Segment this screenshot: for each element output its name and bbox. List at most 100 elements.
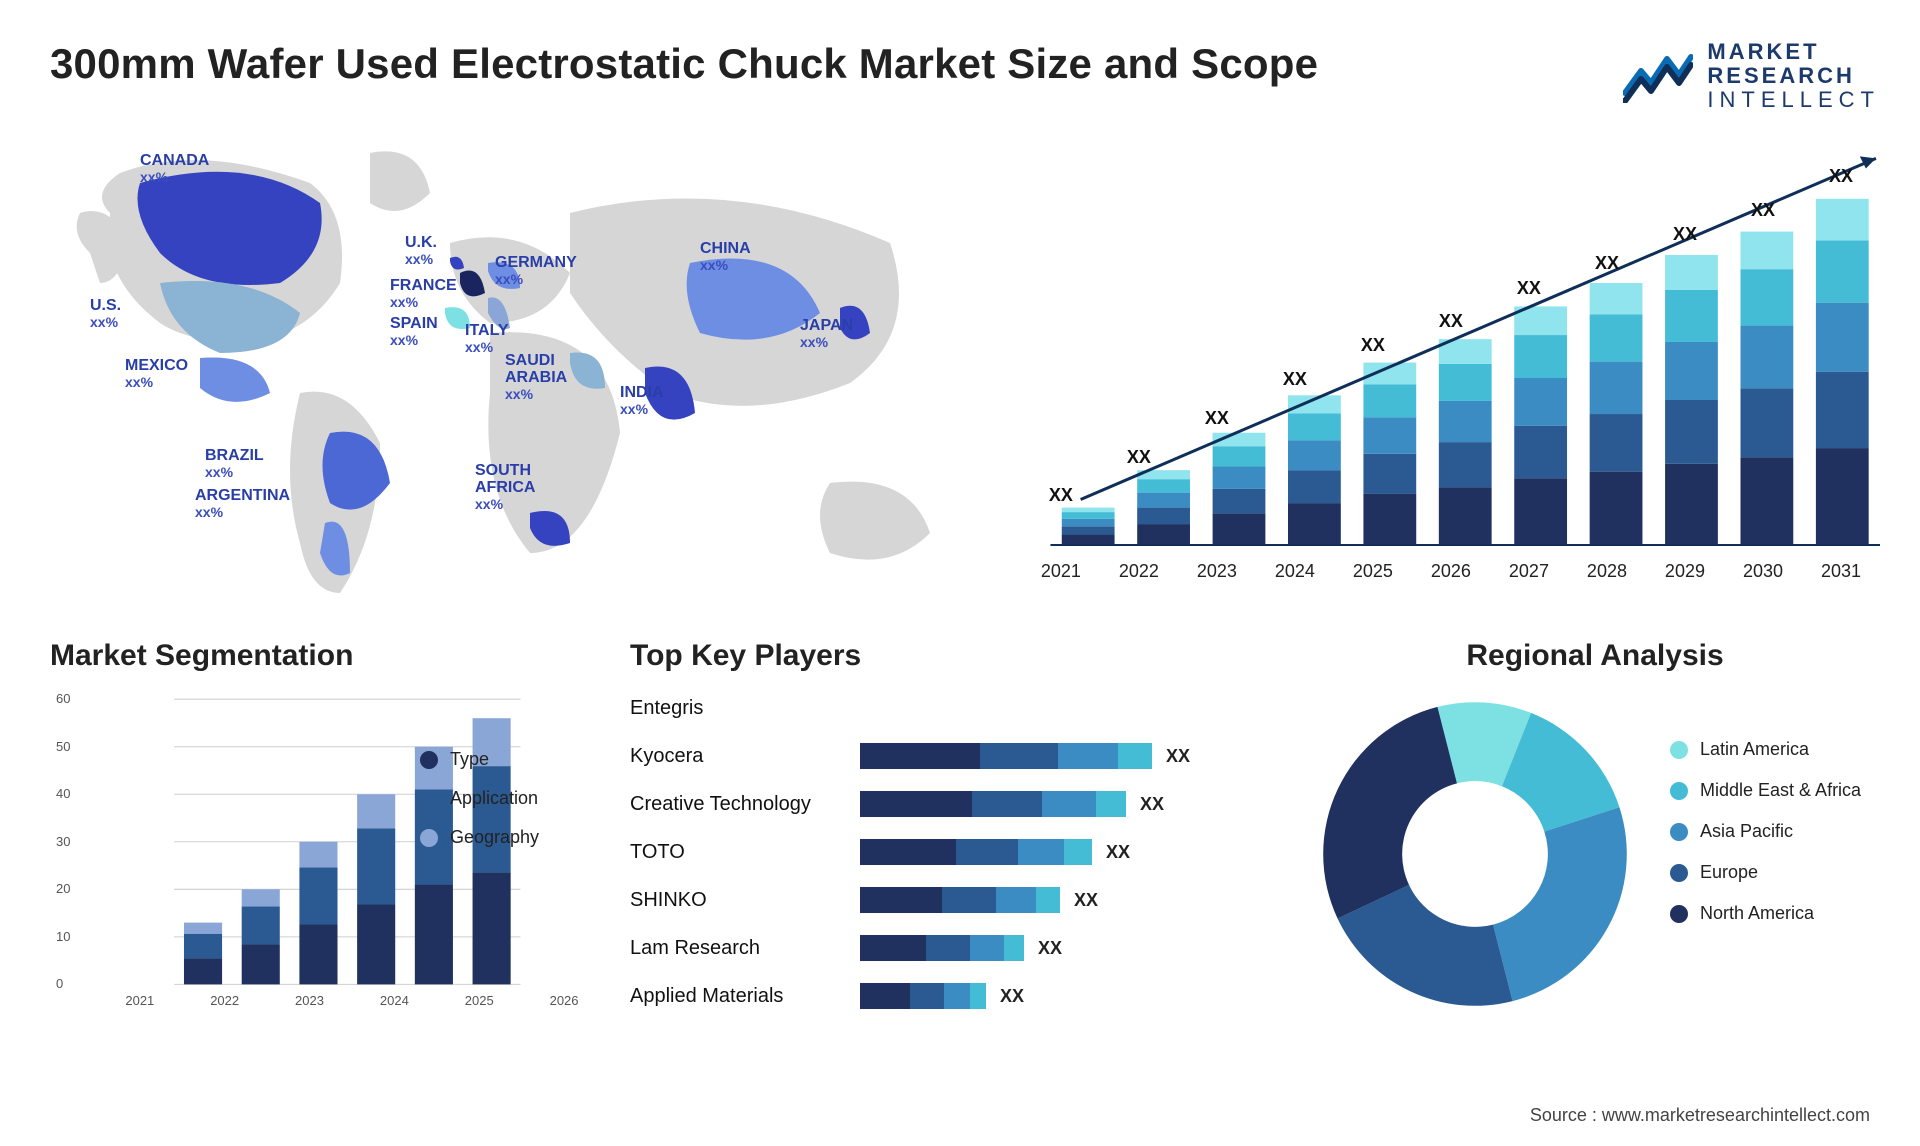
logo-line-2: RESEARCH (1707, 64, 1880, 88)
player-bar: XX (860, 887, 1290, 913)
bar-x-label: 2031 (1821, 561, 1861, 582)
logo-line-3: INTELLECT (1707, 88, 1880, 112)
regional-legend-item: North America (1670, 903, 1861, 924)
regional-legend-item: Europe (1670, 862, 1861, 883)
bar-x-label: 2022 (1119, 561, 1159, 582)
player-name: Applied Materials (630, 985, 860, 1008)
player-bar: XX (860, 983, 1290, 1009)
bar-x-label: 2025 (1353, 561, 1393, 582)
map-label: FRANCExx% (390, 278, 457, 309)
bar-x-label: 2028 (1587, 561, 1627, 582)
legend-label: Latin America (1700, 739, 1809, 760)
seg-x-tick: 2024 (380, 993, 409, 1008)
player-row: Entegris (630, 689, 1290, 727)
map-label: CHINAxx% (700, 241, 751, 272)
segmentation-legend-item: Geography (420, 827, 539, 848)
seg-y-tick: 40 (56, 786, 70, 801)
seg-y-tick: 20 (56, 881, 70, 896)
legend-dot-icon (1670, 823, 1688, 841)
legend-label: Middle East & Africa (1700, 780, 1861, 801)
segmentation-legend-item: Application (420, 788, 539, 809)
player-value: XX (1074, 890, 1098, 911)
player-value: XX (1038, 938, 1062, 959)
bar-value-label: XX (1049, 485, 1073, 506)
segmentation-chart: 0102030405060202120222023202420252026 Ty… (50, 689, 610, 1019)
seg-y-tick: 0 (56, 976, 63, 991)
map-label: CANADAxx% (140, 153, 209, 184)
player-name: Lam Research (630, 937, 860, 960)
bottom-row: Market Segmentation 01020304050602021202… (50, 639, 1880, 1059)
bar-value-label: XX (1829, 166, 1853, 187)
bar-value-label: XX (1673, 224, 1697, 245)
map-label: ITALYxx% (465, 323, 509, 354)
segmentation-panel: Market Segmentation 01020304050602021202… (50, 639, 610, 1059)
logo-line-1: MARKET (1707, 40, 1880, 64)
legend-dot-icon (1670, 864, 1688, 882)
brand-logo: MARKET RESEARCH INTELLECT (1623, 40, 1880, 111)
bar-x-label: 2030 (1743, 561, 1783, 582)
bar-value-label: XX (1127, 447, 1151, 468)
regional-legend-item: Middle East & Africa (1670, 780, 1861, 801)
player-row: Creative TechnologyXX (630, 785, 1290, 823)
seg-x-tick: 2023 (295, 993, 324, 1008)
seg-x-tick: 2025 (465, 993, 494, 1008)
map-label: ARGENTINAxx% (195, 488, 290, 519)
source-footer: Source : www.marketresearchintellect.com (1530, 1105, 1870, 1126)
player-row: Kyocera XX (630, 737, 1290, 775)
legend-label: North America (1700, 903, 1814, 924)
bar-value-label: XX (1439, 311, 1463, 332)
page: 300mm Wafer Used Electrostatic Chuck Mar… (0, 0, 1920, 1146)
key-players-title: Top Key Players (630, 639, 1290, 673)
regional-donut (1310, 689, 1640, 1019)
top-row: CANADAxx%U.S.xx%MEXICOxx%BRAZILxx%ARGENT… (50, 133, 1880, 603)
regional-legend: Latin AmericaMiddle East & AfricaAsia Pa… (1670, 739, 1861, 1019)
player-row: TOTO XX (630, 833, 1290, 871)
player-value: XX (1140, 794, 1164, 815)
segmentation-title: Market Segmentation (50, 639, 610, 673)
player-bar: XX (860, 935, 1290, 961)
brand-logo-text: MARKET RESEARCH INTELLECT (1707, 40, 1880, 111)
key-players-panel: Top Key Players EntegrisKyoceraXXCreativ… (630, 639, 1290, 1059)
map-label: MEXICOxx% (125, 358, 188, 389)
bar-x-label: 2027 (1509, 561, 1549, 582)
segmentation-legend-item: Type (420, 749, 539, 770)
legend-dot-icon (420, 751, 438, 769)
legend-label: Geography (450, 827, 539, 848)
player-row: Applied Materials XX (630, 977, 1290, 1015)
map-label: SAUDIARABIAxx% (505, 353, 567, 401)
bar-x-label: 2026 (1431, 561, 1471, 582)
map-label: INDIAxx% (620, 385, 664, 416)
legend-label: Europe (1700, 862, 1758, 883)
bar-x-label: 2029 (1665, 561, 1705, 582)
player-name: Kyocera (630, 745, 860, 768)
player-value: XX (1106, 842, 1130, 863)
bar-value-label: XX (1751, 200, 1775, 221)
regional-title: Regional Analysis (1310, 639, 1880, 673)
legend-dot-icon (1670, 905, 1688, 923)
bar-value-label: XX (1517, 278, 1541, 299)
player-bar: XX (860, 743, 1290, 769)
regional-legend-item: Latin America (1670, 739, 1861, 760)
player-name: Entegris (630, 697, 860, 720)
segmentation-legend: Type Application Geography (420, 749, 539, 848)
map-label: GERMANYxx% (495, 255, 577, 286)
map-label: U.K.xx% (405, 235, 437, 266)
header: 300mm Wafer Used Electrostatic Chuck Mar… (50, 40, 1880, 111)
legend-dot-icon (1670, 741, 1688, 759)
seg-y-tick: 60 (56, 691, 70, 706)
bar-value-label: XX (1361, 335, 1385, 356)
player-value: XX (1000, 986, 1024, 1007)
player-value: XX (1166, 746, 1190, 767)
regional-analysis-panel: Regional Analysis Latin America Middle Ea… (1310, 639, 1880, 1059)
player-name: TOTO (630, 841, 860, 864)
main-growth-chart: XX2021XX2022XX2023XX2024XX2025XX2026XX20… (980, 133, 1880, 603)
regional-donut-svg (1310, 689, 1640, 1019)
legend-label: Type (450, 749, 489, 770)
seg-y-tick: 50 (56, 739, 70, 754)
map-label: SPAINxx% (390, 316, 438, 347)
seg-x-tick: 2026 (550, 993, 579, 1008)
player-row: Lam Research XX (630, 929, 1290, 967)
key-players-list: EntegrisKyoceraXXCreative TechnologyXXTO… (630, 689, 1290, 1015)
map-label: BRAZILxx% (205, 448, 264, 479)
player-row: SHINKOXX (630, 881, 1290, 919)
